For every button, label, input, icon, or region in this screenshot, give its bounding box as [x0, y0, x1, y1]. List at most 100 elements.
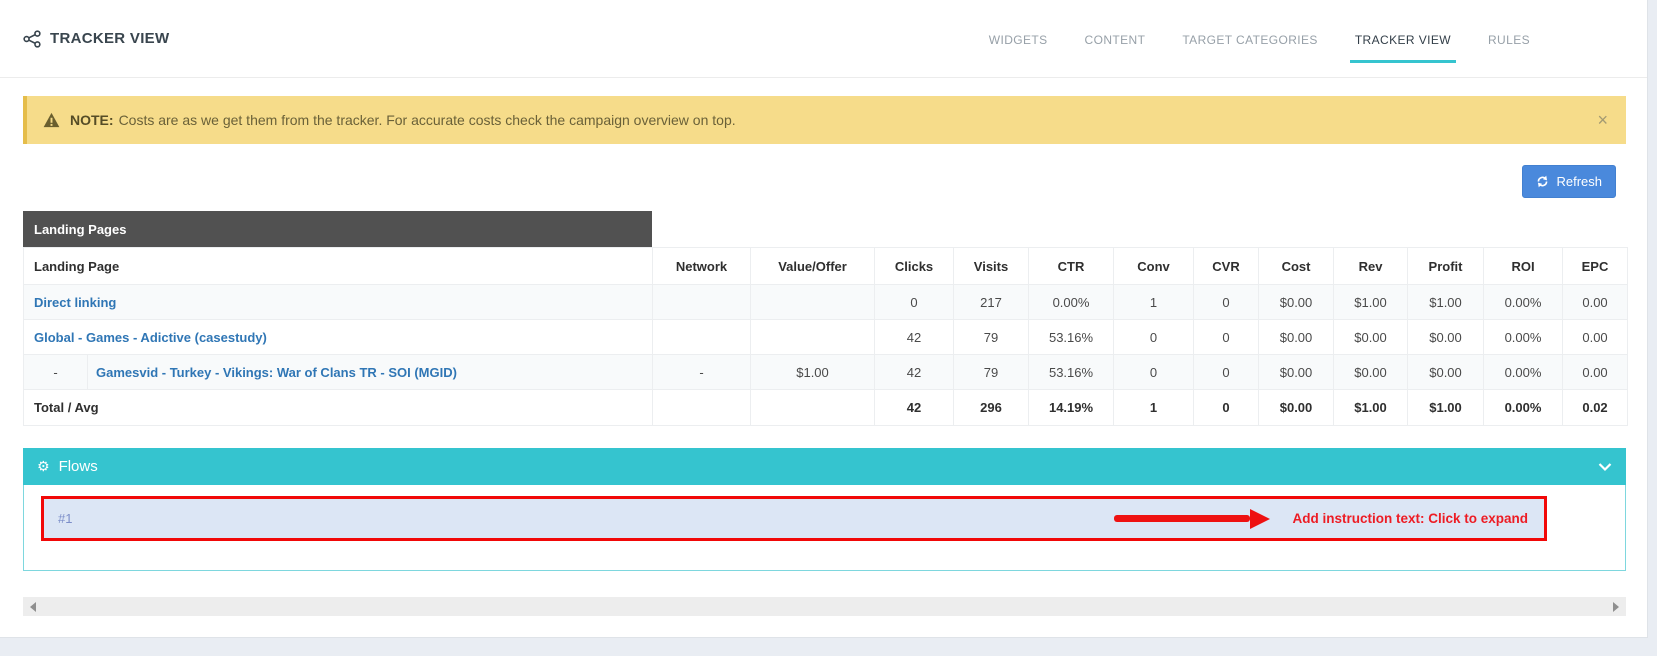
annotation-text: Add instruction text: Click to expand	[1292, 511, 1528, 526]
cell-cost: $0.00	[1258, 354, 1335, 390]
cell-rev: $0.00	[1333, 319, 1409, 355]
cell-visits: 79	[953, 319, 1030, 355]
cell-conv: 1	[1113, 389, 1195, 426]
annotation-arrow-icon	[1114, 508, 1271, 529]
table-row-indented: - Gamesvid - Turkey - Vikings: War of Cl…	[23, 354, 1629, 390]
tab-content[interactable]: CONTENT	[1084, 32, 1146, 47]
col-network: Network	[652, 247, 752, 285]
cell-clicks: 42	[874, 389, 955, 426]
table-row: Global - Games - Adictive (casestudy) 42…	[22, 319, 1629, 355]
tab-target-categories[interactable]: TARGET CATEGORIES	[1182, 32, 1318, 47]
gear-icon: ⚙	[37, 458, 50, 475]
col-cost: Cost	[1258, 247, 1335, 285]
table-row: Direct linking 0 217 0.00% 1 0 $0.00 $1.…	[22, 284, 1629, 320]
scroll-right-icon[interactable]	[1613, 601, 1619, 612]
cell-profit: $1.00	[1407, 284, 1485, 320]
cell-value-offer	[750, 319, 876, 355]
cell-network: -	[652, 354, 752, 390]
note-message: Costs are as we get them from the tracke…	[118, 112, 736, 128]
toolbar: Refresh	[23, 165, 1616, 198]
cell-ctr: 0.00%	[1028, 284, 1115, 320]
tab-widgets[interactable]: WIDGETS	[988, 32, 1048, 47]
cell-visits: 217	[953, 284, 1030, 320]
title-wrap: TRACKER VIEW	[23, 29, 170, 48]
landing-pages-section: Landing Pages Landing Page Network Value…	[22, 211, 1629, 426]
refresh-icon	[1536, 175, 1549, 188]
cell-rev: $1.00	[1333, 389, 1409, 426]
total-row: Total / Avg 42 296 14.19% 1 0 $0.00 $1.0…	[22, 389, 1629, 426]
annotation-highlight-box: #1 Add instruction text: Click to expand	[41, 496, 1547, 541]
landing-pages-section-header: Landing Pages	[23, 211, 652, 247]
total-label: Total / Avg	[22, 389, 654, 426]
landing-pages-table: Landing Page Network Value/Offer Clicks …	[22, 247, 1629, 426]
cell-conv: 0	[1113, 319, 1195, 355]
annotation-group: Add instruction text: Click to expand	[1114, 508, 1528, 529]
cell-ctr: 53.16%	[1028, 354, 1115, 390]
chevron-down-icon[interactable]	[1598, 462, 1612, 472]
landing-page-link[interactable]: Gamesvid - Turkey - Vikings: War of Clan…	[96, 364, 457, 380]
cell-epc: 0.02	[1562, 389, 1629, 426]
table-header-row: Landing Page Network Value/Offer Clicks …	[22, 247, 1629, 285]
flow-row-label: #1	[58, 511, 73, 526]
cell-clicks: 42	[874, 319, 955, 355]
col-clicks: Clicks	[874, 247, 955, 285]
share-icon	[23, 29, 41, 48]
warning-icon	[43, 112, 60, 128]
cell-roi: 0.00%	[1483, 284, 1564, 320]
col-value-offer: Value/Offer	[750, 247, 876, 285]
cell-cost: $0.00	[1258, 389, 1335, 426]
page-title: TRACKER VIEW	[50, 30, 170, 47]
cell-value-offer	[750, 284, 876, 320]
cell-conv: 0	[1113, 354, 1195, 390]
refresh-label: Refresh	[1556, 174, 1602, 189]
cell-visits: 296	[953, 389, 1030, 426]
cell-cvr: 0	[1193, 319, 1260, 355]
col-rev: Rev	[1333, 247, 1409, 285]
cell-profit: $1.00	[1407, 389, 1485, 426]
note-label: NOTE:	[70, 112, 114, 128]
landing-page-link[interactable]: Direct linking	[34, 294, 117, 310]
cell-network	[652, 389, 752, 426]
cell-ctr: 53.16%	[1028, 319, 1115, 355]
tab-rules[interactable]: RULES	[1487, 32, 1530, 47]
scroll-left-icon[interactable]	[30, 601, 36, 612]
cell-ctr: 14.19%	[1028, 389, 1115, 426]
flows-panel-body: #1 Add instruction text: Click to expand	[23, 485, 1626, 571]
cell-cvr: 0	[1193, 389, 1260, 426]
flow-row-1[interactable]: #1 Add instruction text: Click to expand	[44, 499, 1544, 538]
landing-page-link[interactable]: Global - Games - Adictive (casestudy)	[34, 329, 267, 345]
close-icon[interactable]: ×	[1597, 110, 1608, 130]
cell-cost: $0.00	[1258, 284, 1335, 320]
tab-tracker-view[interactable]: TRACKER VIEW	[1349, 33, 1456, 63]
cell-clicks: 0	[874, 284, 955, 320]
cell-network	[652, 284, 752, 320]
cell-epc: 0.00	[1562, 354, 1629, 390]
cell-epc: 0.00	[1562, 319, 1629, 355]
cell-value-offer	[750, 389, 876, 426]
horizontal-scrollbar[interactable]	[23, 597, 1626, 616]
col-conv: Conv	[1113, 247, 1195, 285]
cell-roi: 0.00%	[1483, 389, 1564, 426]
note-banner: NOTE: Costs are as we get them from the …	[23, 96, 1626, 144]
cell-clicks: 42	[874, 354, 955, 390]
tracker-view-card: TRACKER VIEW WIDGETS CONTENT TARGET CATE…	[0, 0, 1648, 638]
cell-cost: $0.00	[1258, 319, 1335, 355]
flows-panel: ⚙ Flows #1 Add instruction text: Click t…	[23, 448, 1626, 571]
cell-rev: $0.00	[1333, 354, 1409, 390]
cell-profit: $0.00	[1407, 319, 1485, 355]
col-visits: Visits	[953, 247, 1030, 285]
cell-roi: 0.00%	[1483, 319, 1564, 355]
cell-epc: 0.00	[1562, 284, 1629, 320]
flows-panel-header[interactable]: ⚙ Flows	[23, 448, 1626, 485]
cell-cvr: 0	[1193, 354, 1260, 390]
col-roi: ROI	[1483, 247, 1564, 285]
app-header: TRACKER VIEW WIDGETS CONTENT TARGET CATE…	[0, 0, 1647, 78]
col-ctr: CTR	[1028, 247, 1115, 285]
flows-title: Flows	[58, 458, 98, 475]
cell-roi: 0.00%	[1483, 354, 1564, 390]
col-landing-page: Landing Page	[22, 247, 654, 285]
cell-network	[652, 319, 752, 355]
cell-profit: $0.00	[1407, 354, 1485, 390]
refresh-button[interactable]: Refresh	[1522, 165, 1616, 198]
indent-marker-cell: -	[23, 354, 88, 390]
